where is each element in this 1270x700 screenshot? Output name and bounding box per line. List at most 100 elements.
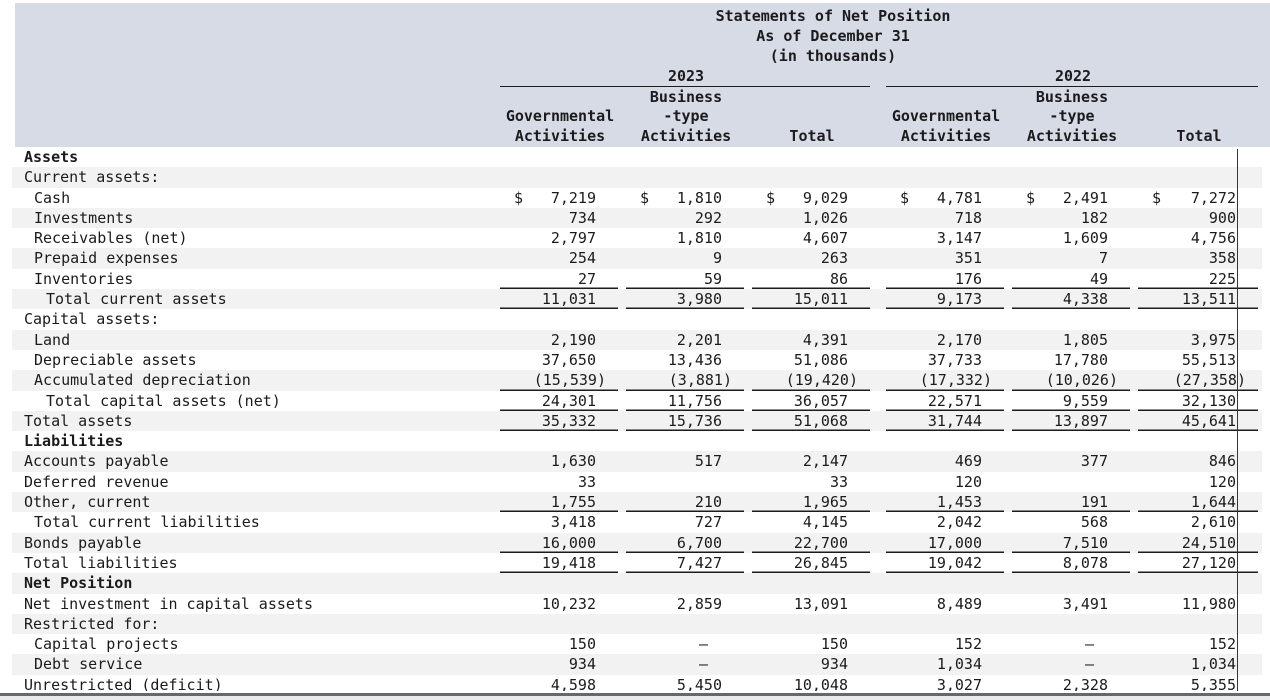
row-stripe-background bbox=[12, 248, 1262, 269]
cell-value: 377 bbox=[1010, 451, 1134, 471]
bottom-white-line bbox=[0, 691, 1270, 693]
col-header-total-2022: Total bbox=[1136, 88, 1262, 146]
row-stripe-background bbox=[12, 167, 1262, 188]
table-title-line3: (in thousands) bbox=[769, 47, 897, 65]
cell-value: 1,034 bbox=[1136, 654, 1262, 674]
cell-number: (10,026) bbox=[1012, 370, 1130, 390]
cell-value: 176 bbox=[884, 269, 1008, 289]
cell-value: 59 bbox=[624, 269, 748, 289]
year-header-2023: 2023 bbox=[667, 67, 705, 85]
table-title-line2: As of December 31 bbox=[756, 27, 910, 45]
cell-value: 2,859 bbox=[624, 594, 748, 614]
cell-value: 51,086 bbox=[750, 350, 874, 370]
cell-number: 2,328 bbox=[1062, 675, 1108, 694]
cell-number: 225 bbox=[1138, 269, 1258, 289]
cell-value: 10,048 bbox=[750, 675, 874, 695]
cell-value: 6,700 bbox=[624, 533, 748, 553]
table-title-line1: Statements of Net Position bbox=[715, 7, 951, 25]
cell-value: 3,980 bbox=[624, 289, 748, 309]
cell-value: 225 bbox=[1136, 269, 1262, 289]
cell-number: 5,450 bbox=[676, 675, 722, 694]
cell-number: 1,630 bbox=[550, 452, 596, 471]
cell-value: 263 bbox=[750, 248, 874, 268]
cell-number: 35,332 bbox=[500, 411, 618, 431]
cell-value: 15,736 bbox=[624, 411, 748, 431]
table-row: Deferred revenue 33 33 120 120 bbox=[0, 472, 1270, 492]
table-row: Liabilities bbox=[0, 431, 1270, 451]
cell-value: 55,513 bbox=[1136, 350, 1262, 370]
cell-number: 15,736 bbox=[626, 411, 744, 431]
col-header-business-type-activities-2022-line: Activities bbox=[1026, 126, 1118, 145]
cell-number: 3,147 bbox=[936, 229, 982, 248]
row-label: Current assets: bbox=[24, 168, 160, 187]
cell-value: 4,781 $ bbox=[884, 188, 1008, 208]
cell-value: 934 bbox=[750, 654, 874, 674]
cell-value: 254 bbox=[498, 248, 622, 268]
table-row: Accounts payable 1,630 517 2,147 469 377 846 bbox=[0, 451, 1270, 472]
col-header-business-type-activities-2023-line: Activities bbox=[640, 126, 732, 145]
year-header-2022: 2022 bbox=[1054, 67, 1092, 85]
cell-number: 6,700 bbox=[626, 533, 744, 553]
cell-number: — bbox=[1084, 635, 1094, 654]
col-header-total-2023: Total bbox=[750, 88, 874, 146]
cell-value: — bbox=[1010, 654, 1134, 674]
col-header-total-2023-line: Total bbox=[789, 126, 835, 145]
cell-number: 934 bbox=[568, 655, 596, 674]
table-row: Cash 7,219 $ 1,810 $ 9,029 $ 4,781 $ 2,491 $ 7,272 $ bbox=[0, 188, 1270, 208]
cell-number: (19,420) bbox=[752, 370, 870, 390]
cell-number: 210 bbox=[626, 492, 744, 512]
row-label: Total liabilities bbox=[24, 553, 178, 572]
cell-number: 900 bbox=[1208, 208, 1236, 227]
cell-value: 150 bbox=[498, 634, 622, 654]
row-label: Total current liabilities bbox=[34, 513, 260, 532]
cell-value: — bbox=[624, 634, 748, 654]
col-header-business-type-activities-2023: Business -type Activities bbox=[624, 88, 748, 146]
cell-value: 7,510 bbox=[1010, 533, 1134, 553]
cell-value: 33 bbox=[750, 472, 874, 492]
cell-number: 4,598 bbox=[550, 675, 596, 694]
table-row: Land 2,190 2,201 4,391 2,170 1,805 3,975 bbox=[0, 329, 1270, 350]
cell-number: 51,068 bbox=[752, 411, 870, 431]
cell-number: 45,641 bbox=[1138, 411, 1258, 431]
table-row: Net investment in capital assets 10,232 2,… bbox=[0, 594, 1270, 614]
cell-value: 2,328 bbox=[1010, 675, 1134, 695]
col-header-total-2022-line: Total bbox=[1176, 126, 1222, 145]
cell-number: 2,797 bbox=[550, 229, 596, 248]
row-label: Unrestricted (deficit) bbox=[24, 675, 223, 694]
cell-number: 152 bbox=[954, 635, 982, 654]
cell-value: 36,057 bbox=[750, 391, 874, 411]
table-row: Investments 734 292 1,026 718 182 900 bbox=[0, 207, 1270, 229]
cell-number: 2,491 $ bbox=[1026, 188, 1108, 207]
cell-number: — bbox=[1084, 655, 1094, 674]
cell-value: — bbox=[624, 654, 748, 674]
cell-number: (15,539) bbox=[500, 370, 618, 390]
cell-number: 152 bbox=[1208, 635, 1236, 654]
cell-value: 37,733 bbox=[884, 350, 1008, 370]
cell-number: 13,091 bbox=[793, 594, 848, 613]
cell-value: (17,332) bbox=[884, 370, 1008, 390]
col-header-business-type-activities-2023-line: Business bbox=[649, 87, 723, 106]
cell-value: 150 bbox=[750, 634, 874, 654]
row-label: Investments bbox=[34, 208, 134, 227]
table-row: Total capital assets (net) 24,301 11,756 36… bbox=[0, 391, 1270, 411]
cell-value: 13,436 bbox=[624, 350, 748, 370]
page-boundary-line bbox=[1237, 149, 1239, 693]
cell-value: 1,026 bbox=[750, 208, 874, 228]
cell-value: 120 bbox=[1136, 472, 1262, 492]
cell-value: 934 bbox=[498, 654, 622, 674]
cell-value: 4,145 bbox=[750, 512, 874, 532]
table-row: Accumulated depreciation (15,539) (3,881) (… bbox=[0, 370, 1270, 391]
cell-value: 7,427 bbox=[624, 553, 748, 573]
cell-number: 24,510 bbox=[1138, 533, 1258, 553]
row-label: Depreciable assets bbox=[34, 350, 197, 369]
cell-number: 19,418 bbox=[500, 553, 618, 573]
cell-number: 934 bbox=[820, 655, 848, 674]
cell-number: 37,733 bbox=[927, 350, 982, 369]
cell-value: 1,609 bbox=[1010, 228, 1134, 248]
cell-number: 33 bbox=[829, 472, 848, 491]
row-label: Capital assets: bbox=[24, 310, 160, 329]
row-label: Accumulated depreciation bbox=[34, 371, 251, 390]
cell-value: 1,630 bbox=[498, 451, 622, 471]
cell-number: 568 bbox=[1080, 513, 1108, 532]
row-stripe-background bbox=[12, 492, 1262, 513]
